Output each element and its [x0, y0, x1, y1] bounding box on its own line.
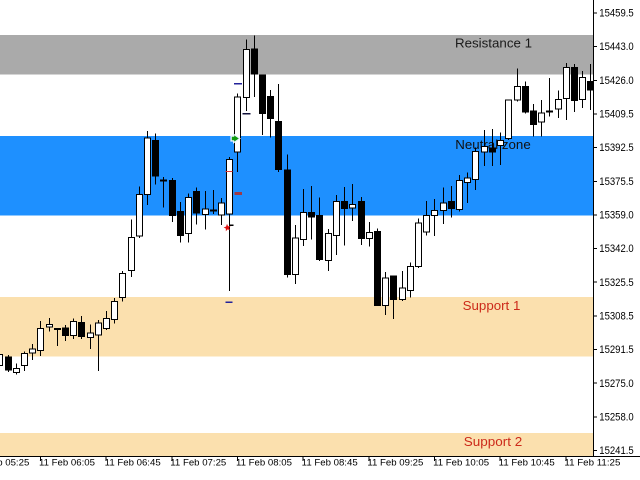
svg-text:11 Feb 10:45: 11 Feb 10:45 — [499, 458, 555, 469]
svg-text:15241.5: 15241.5 — [599, 445, 633, 457]
svg-text:15342.0: 15342.0 — [599, 243, 633, 255]
svg-text:15308.5: 15308.5 — [599, 310, 633, 322]
svg-text:11 Feb 06:45: 11 Feb 06:45 — [105, 458, 161, 469]
svg-text:15409.5: 15409.5 — [599, 109, 633, 121]
svg-text:15258.0: 15258.0 — [599, 411, 633, 423]
svg-text:11 Feb 09:25: 11 Feb 09:25 — [367, 458, 423, 469]
svg-text:Resistance 1: Resistance 1 — [455, 36, 532, 51]
svg-text:15275.0: 15275.0 — [599, 378, 633, 390]
svg-text:15426.0: 15426.0 — [599, 75, 633, 87]
svg-text:11 Feb 08:45: 11 Feb 08:45 — [302, 458, 358, 469]
svg-text:15459.5: 15459.5 — [599, 8, 633, 20]
svg-text:Support 1: Support 1 — [463, 298, 521, 313]
svg-text:15325.5: 15325.5 — [599, 277, 633, 289]
svg-text:Support 2: Support 2 — [464, 434, 523, 449]
svg-text:11 Feb 08:05: 11 Feb 08:05 — [236, 458, 292, 469]
svg-text:15443.0: 15443.0 — [599, 41, 633, 53]
svg-text:15375.5: 15375.5 — [599, 176, 633, 188]
svg-text:11 Feb 07:25: 11 Feb 07:25 — [170, 458, 226, 469]
svg-text:11 Feb 11:25: 11 Feb 11:25 — [564, 458, 620, 469]
svg-text:11 Feb 10:05: 11 Feb 10:05 — [433, 458, 489, 469]
svg-text:15392.5: 15392.5 — [599, 142, 633, 154]
svg-text:15359.0: 15359.0 — [599, 210, 633, 222]
svg-text:11 Feb 06:05: 11 Feb 06:05 — [39, 458, 95, 469]
svg-text:11 Feb 05:25: 11 Feb 05:25 — [0, 458, 29, 469]
svg-text:15291.5: 15291.5 — [599, 344, 633, 356]
